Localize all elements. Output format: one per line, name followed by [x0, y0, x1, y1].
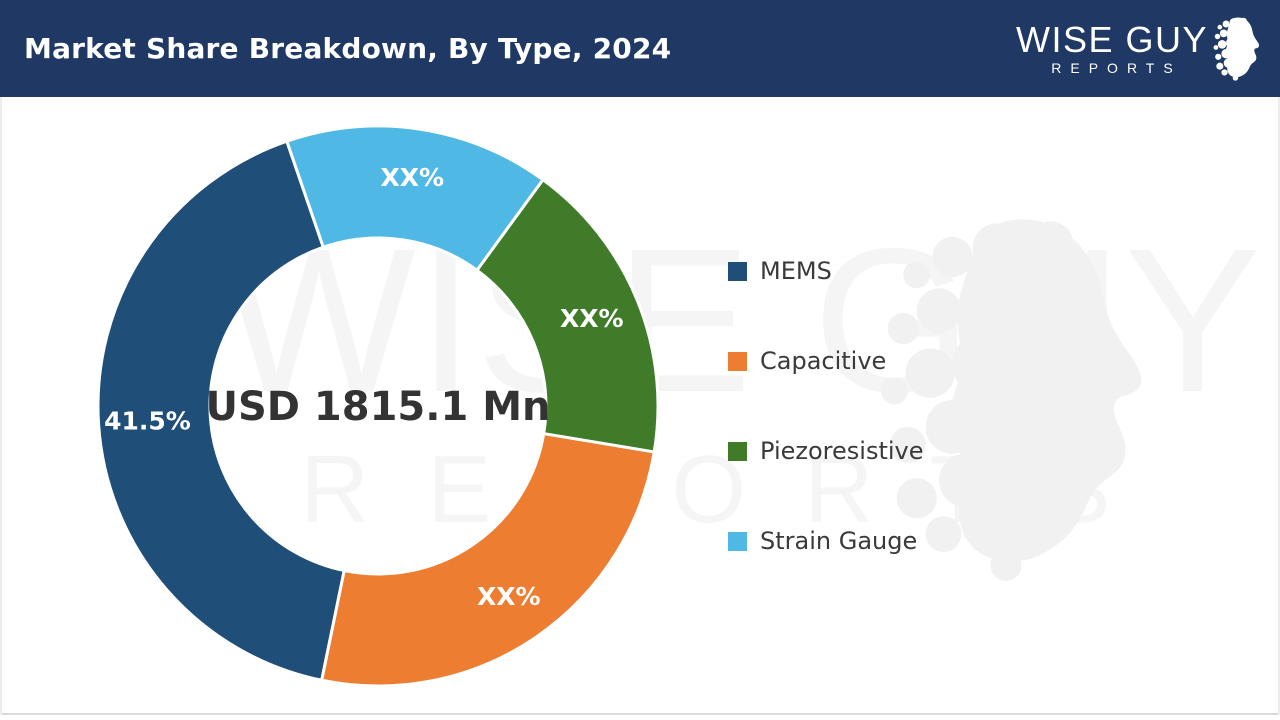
legend-item-strain-gauge: Strain Gauge	[728, 527, 924, 555]
wiseguy-logo: WISE GUY REPORTS	[1016, 10, 1262, 88]
legend-label: MEMS	[760, 257, 832, 285]
bottom-border-line	[0, 713, 1280, 715]
chart-legend: MEMS Capacitive Piezoresistive Strain Gauge	[728, 257, 924, 617]
page-title: Market Share Breakdown, By Type, 2024	[24, 32, 672, 65]
legend-item-mems: MEMS	[728, 257, 924, 285]
legend-label: Capacitive	[760, 347, 887, 375]
pie-segment-strain-gauge	[285, 124, 545, 272]
legend-swatch	[728, 261, 747, 281]
pie-segment-piezoresistive	[475, 178, 660, 454]
legend-label: Strain Gauge	[760, 527, 918, 555]
logo-name: WISE GUY	[1015, 19, 1208, 61]
pie-segment-capacitive	[320, 432, 656, 688]
segment-percent-label: 41.5%	[104, 406, 191, 435]
legend-swatch	[728, 351, 747, 371]
left-border-line	[0, 97, 2, 715]
wiseguy-head-icon	[1213, 16, 1260, 81]
segment-percent-label: XX%	[560, 304, 624, 333]
header-bar: Market Share Breakdown, By Type, 2024 WI…	[0, 0, 1280, 97]
legend-swatch	[728, 441, 747, 461]
segment-percent-label: XX%	[477, 582, 541, 611]
legend-item-piezoresistive: Piezoresistive	[728, 437, 924, 465]
logo-tagline: REPORTS	[1051, 59, 1182, 76]
segment-percent-label: XX%	[380, 163, 444, 192]
pie-segment-mems	[96, 139, 346, 682]
legend-item-capacitive: Capacitive	[728, 347, 924, 375]
right-border-line	[1278, 97, 1280, 715]
logo-text: WISE GUY REPORTS	[1016, 21, 1208, 76]
legend-swatch	[728, 531, 747, 551]
legend-label: Piezoresistive	[760, 437, 924, 465]
donut-center-value: USD 1815.1 Mn	[205, 384, 551, 430]
